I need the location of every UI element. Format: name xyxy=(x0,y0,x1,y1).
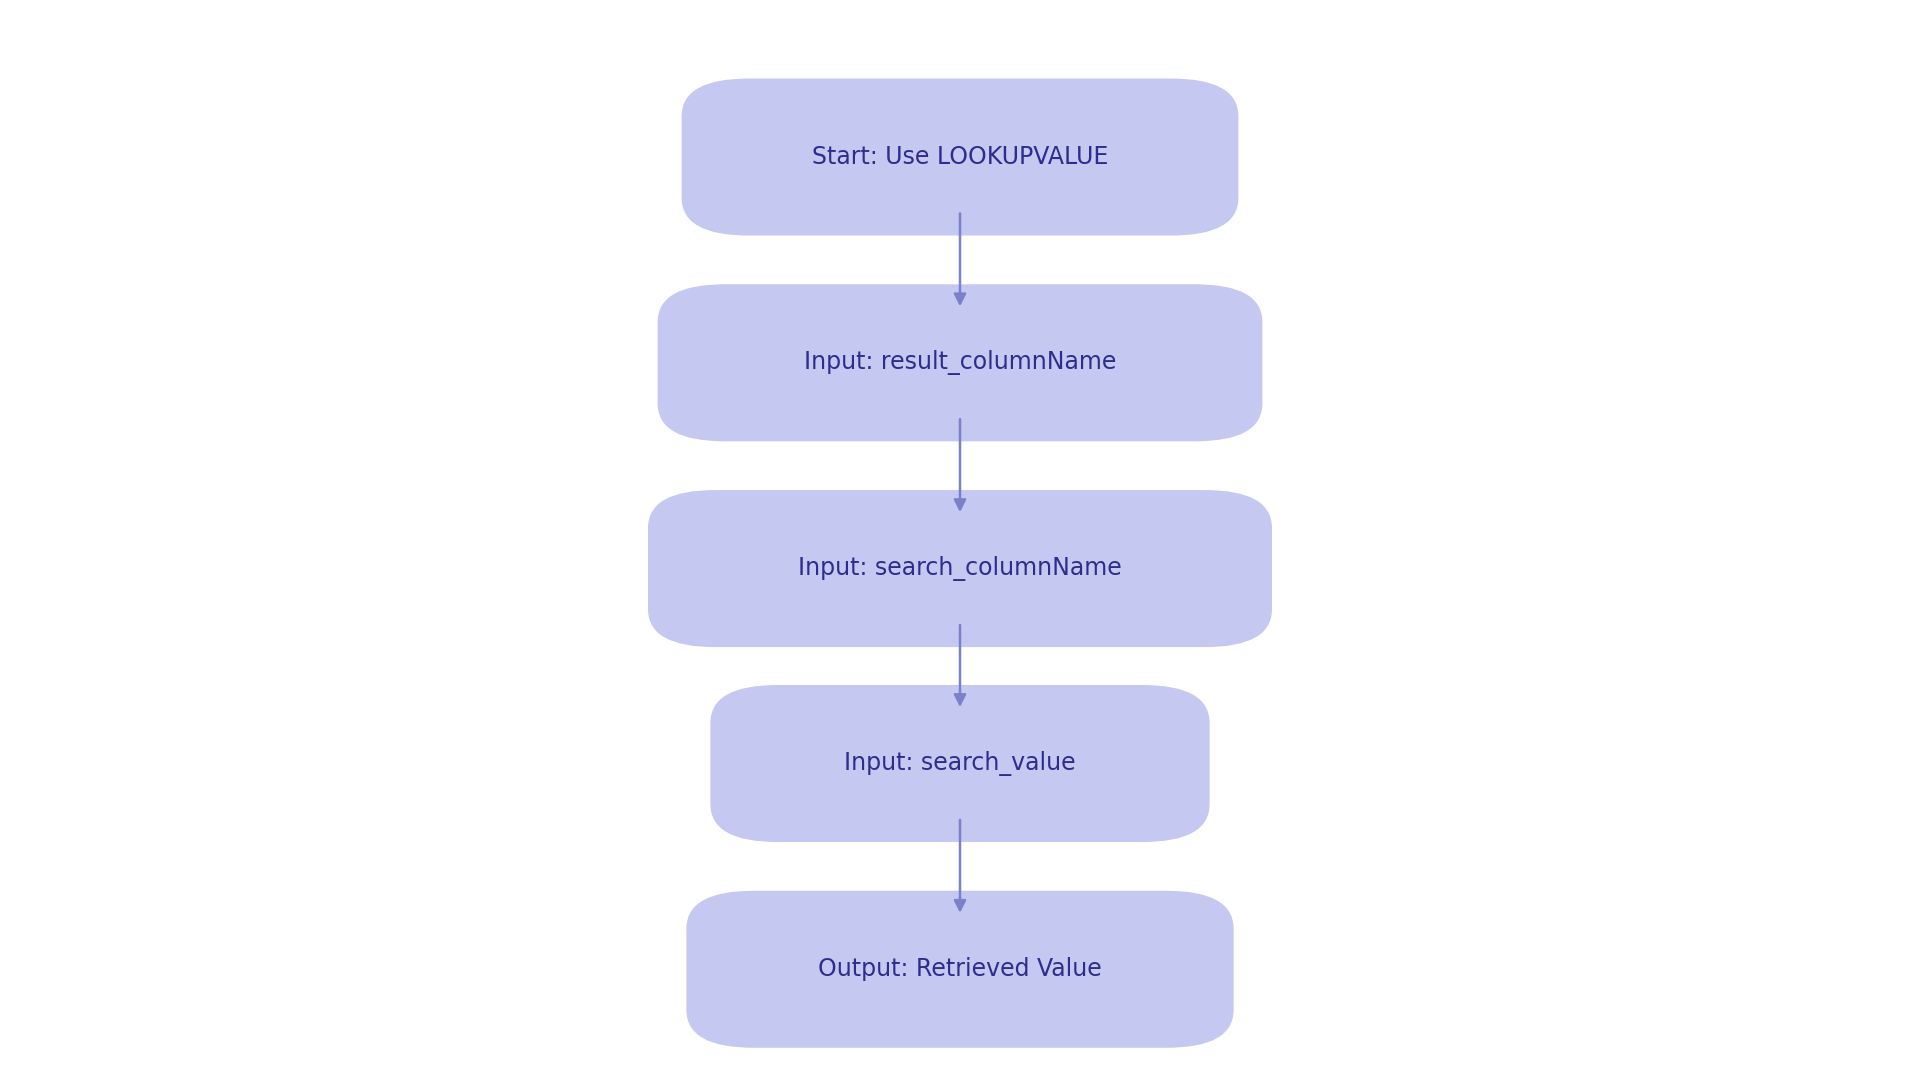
Text: Input: search_value: Input: search_value xyxy=(845,751,1075,777)
FancyBboxPatch shape xyxy=(710,684,1210,843)
FancyBboxPatch shape xyxy=(682,79,1238,236)
FancyBboxPatch shape xyxy=(687,890,1235,1048)
Text: Input: search_columnName: Input: search_columnName xyxy=(799,556,1121,582)
FancyBboxPatch shape xyxy=(657,284,1263,442)
FancyBboxPatch shape xyxy=(649,490,1273,648)
Text: Start: Use LOOKUPVALUE: Start: Use LOOKUPVALUE xyxy=(812,145,1108,169)
Text: Input: result_columnName: Input: result_columnName xyxy=(804,350,1116,376)
Text: Output: Retrieved Value: Output: Retrieved Value xyxy=(818,957,1102,981)
